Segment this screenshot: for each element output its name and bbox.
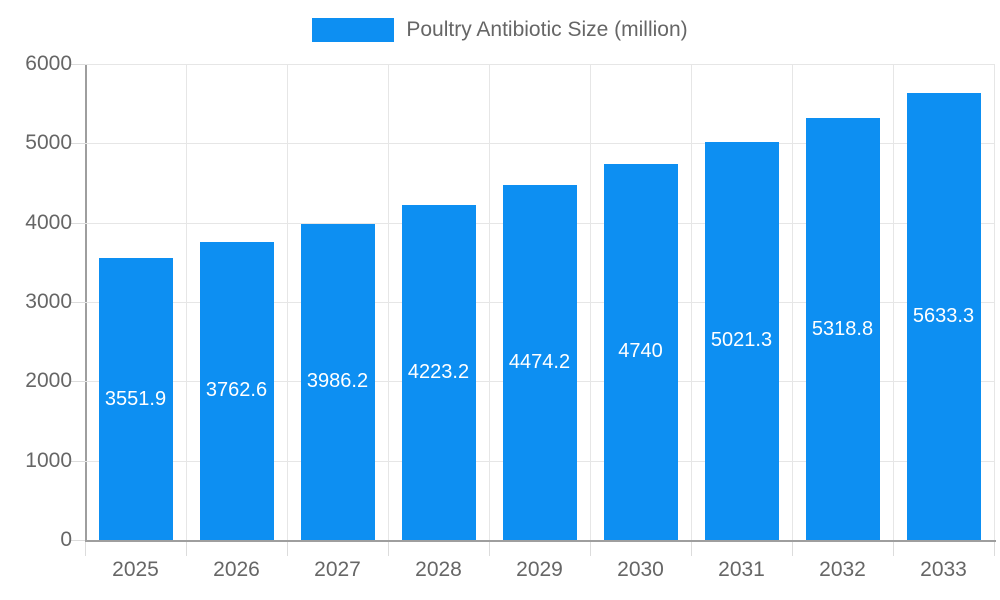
x-tick-label: 2025 (112, 558, 159, 581)
y-tick-label: 6000 (25, 52, 72, 75)
gridline-horizontal (85, 64, 994, 65)
bar-value-label: 3762.6 (205, 379, 268, 402)
bar[interactable]: 4474.2 (502, 185, 577, 540)
x-tick-label: 2026 (213, 558, 260, 581)
bar[interactable]: 4223.2 (401, 204, 476, 540)
bar-value-label: 5318.8 (811, 317, 874, 340)
x-axis-tick (994, 542, 995, 556)
gridline-vertical (388, 64, 389, 540)
gridline-vertical (287, 64, 288, 540)
y-tick-label: 3000 (25, 290, 72, 313)
bar-value-label: 4223.2 (407, 360, 470, 383)
bar[interactable]: 3551.9 (98, 258, 173, 540)
y-axis-tick (71, 143, 85, 145)
bar[interactable]: 5633.3 (906, 93, 981, 540)
x-axis-tick (85, 542, 86, 556)
y-axis-line (85, 64, 87, 542)
gridline-vertical (691, 64, 692, 540)
bar[interactable]: 5318.8 (805, 118, 880, 540)
bar[interactable]: 3762.6 (199, 241, 274, 540)
bar-value-label: 4740 (618, 340, 663, 363)
x-axis-tick (489, 542, 490, 556)
gridline-horizontal (85, 143, 994, 145)
y-tick-label: 4000 (25, 210, 72, 234)
x-axis-tick (186, 542, 187, 556)
x-tick-label: 2033 (920, 558, 967, 581)
gridline-vertical (590, 64, 591, 540)
legend[interactable]: Poultry Antibiotic Size (million) (0, 18, 1000, 42)
bar[interactable]: 4740 (603, 163, 678, 540)
bar-value-label: 3986.2 (306, 370, 369, 393)
x-tick-label: 2030 (617, 558, 664, 581)
x-tick-label: 2032 (819, 558, 866, 581)
y-axis-tick (71, 460, 85, 462)
x-axis-tick (287, 542, 288, 556)
x-tick-label: 2031 (718, 558, 765, 581)
y-axis-tick (71, 222, 85, 224)
y-axis-tick (71, 64, 85, 65)
gridline-vertical (186, 64, 187, 540)
x-axis-tick (388, 542, 389, 556)
gridline-vertical (792, 64, 793, 540)
y-axis-tick (71, 381, 85, 383)
y-tick-label: 0 (60, 528, 72, 551)
bar-value-label: 5021.3 (710, 329, 773, 352)
legend-swatch (312, 18, 395, 42)
x-axis-line (85, 540, 996, 542)
x-tick-label: 2027 (314, 558, 361, 581)
x-axis-tick (893, 542, 894, 556)
bar-value-label: 3551.9 (104, 387, 167, 410)
gridline-vertical (489, 64, 490, 540)
gridline-vertical (994, 64, 995, 540)
x-axis-tick (792, 542, 793, 556)
bar[interactable]: 5021.3 (704, 141, 779, 540)
bar-value-label: 4474.2 (508, 351, 571, 373)
y-tick-label: 2000 (25, 369, 72, 393)
y-tick-label: 1000 (25, 448, 72, 472)
x-tick-label: 2029 (516, 558, 563, 581)
x-axis-tick (590, 542, 591, 556)
y-axis-tick (71, 302, 85, 303)
bar[interactable]: 3986.2 (300, 223, 375, 540)
y-axis-tick (71, 540, 85, 541)
bar-value-label: 5633.3 (912, 305, 975, 328)
x-tick-label: 2028 (415, 558, 462, 581)
y-tick-label: 5000 (25, 131, 72, 155)
x-axis-tick (691, 542, 692, 556)
gridline-vertical (893, 64, 894, 540)
legend-label: Poultry Antibiotic Size (million) (406, 18, 688, 41)
